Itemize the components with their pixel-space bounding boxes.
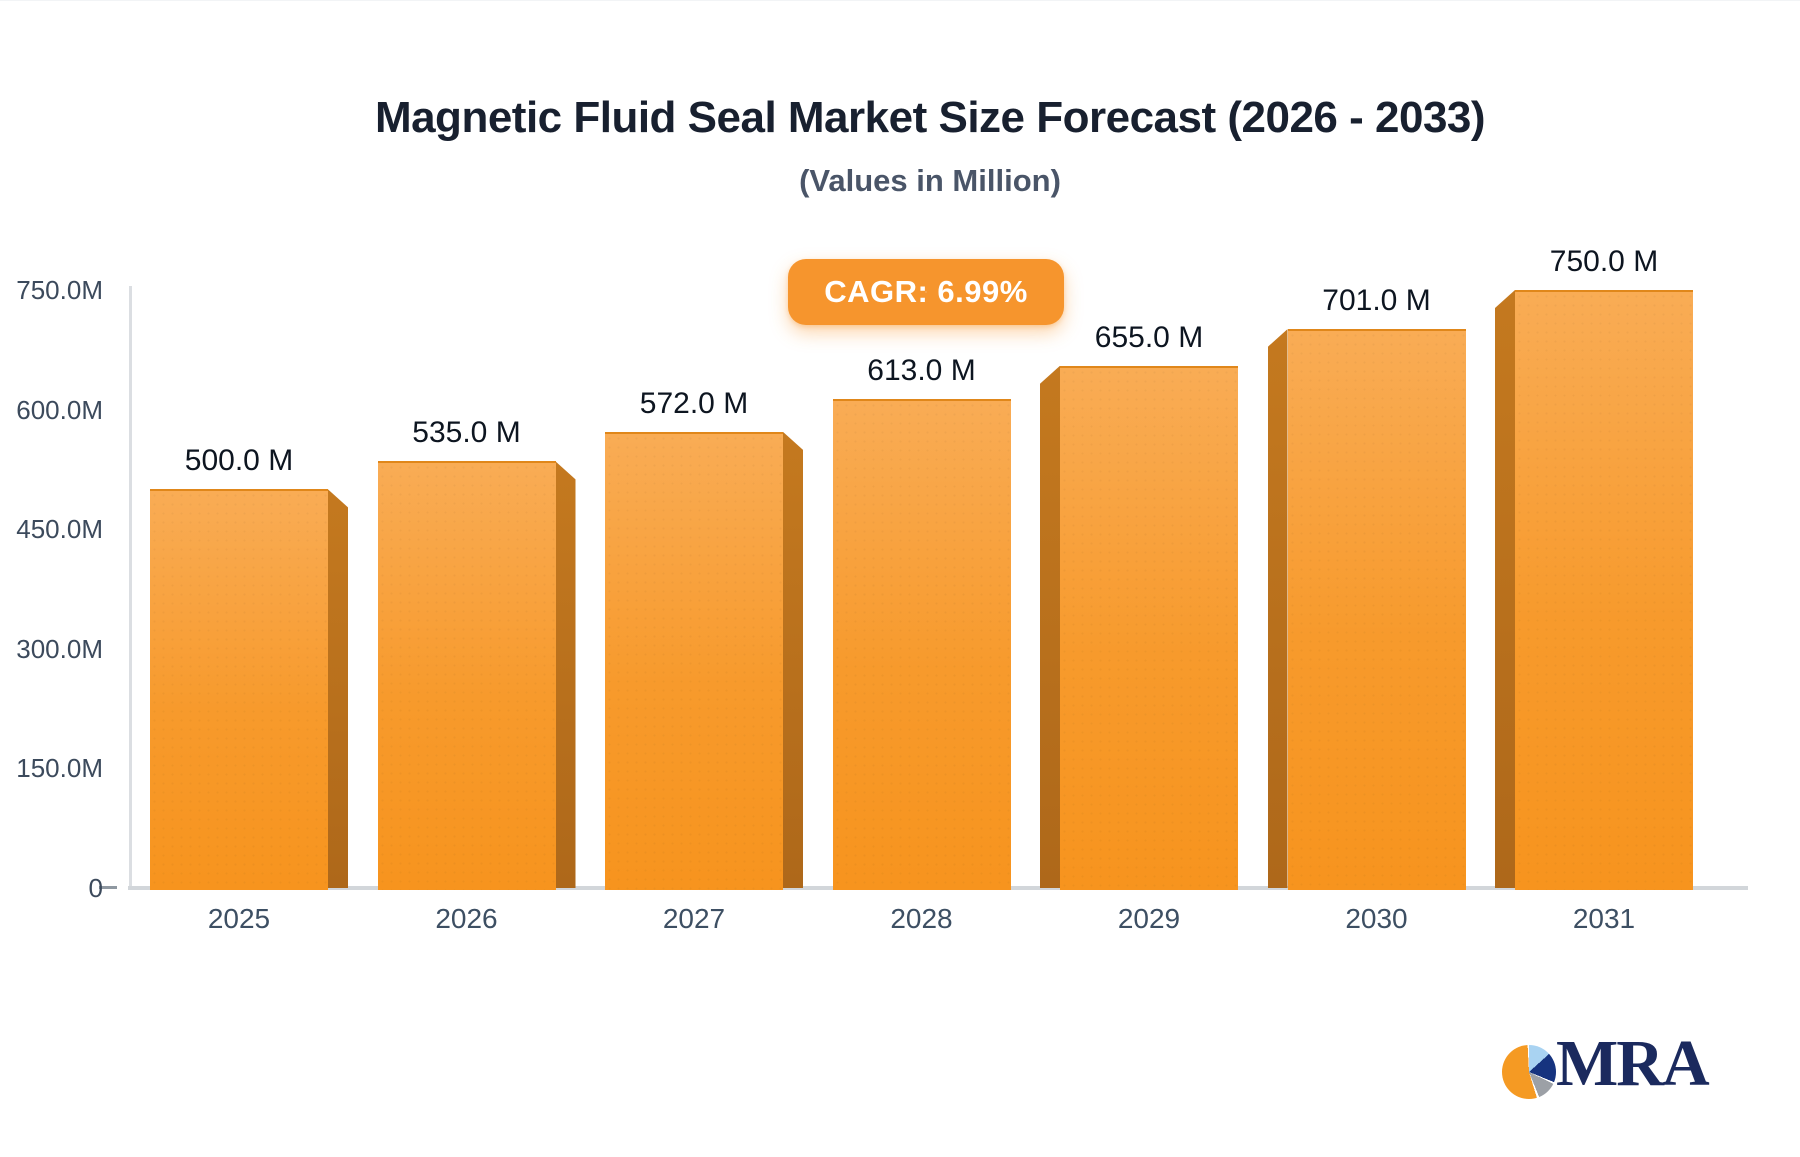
x-axis-label: 2026 — [435, 903, 498, 934]
bar-value-label: 750.0 M — [1549, 245, 1659, 278]
cagr-badge: CAGR: 6.99% — [788, 259, 1064, 325]
bar — [605, 431, 783, 890]
bar — [832, 399, 1011, 890]
zero-tick-mark — [99, 886, 117, 889]
x-axis-label: 2025 — [207, 903, 271, 934]
bar-3d-side — [783, 431, 803, 888]
bar-3d-side — [1495, 290, 1515, 888]
bar-value-label: 572.0 M — [639, 386, 749, 420]
cagr-badge-label: CAGR: 6.99% — [824, 274, 1028, 309]
bar-3d-side — [1040, 365, 1060, 888]
y-axis-label: 600.0M — [16, 394, 103, 425]
bar — [150, 489, 328, 890]
bar-3d-side — [555, 461, 576, 888]
y-axis-label: 450.0M — [16, 514, 103, 545]
bar — [1060, 365, 1238, 890]
bar-3d-side — [328, 489, 348, 888]
bar — [1287, 329, 1466, 890]
logo-text: MRA — [1556, 1027, 1710, 1100]
bar-value-label: 500.0 M — [184, 444, 294, 478]
x-axis-label: 2028 — [890, 903, 953, 934]
y-axis-label: 300.0M — [16, 633, 103, 664]
chart-subtitle: (Values in Million) — [799, 163, 1061, 198]
y-axis-label: 150.0M — [16, 753, 103, 784]
pie-chart-logo-icon — [1502, 1045, 1556, 1099]
y-axis-line — [129, 286, 132, 890]
bar-3d-side — [1267, 329, 1288, 888]
x-axis-label: 2030 — [1345, 903, 1408, 934]
bar-value-label: 701.0 M — [1322, 284, 1431, 318]
x-axis-label: 2031 — [1572, 903, 1636, 934]
x-axis-label: 2029 — [1117, 903, 1181, 934]
bar — [1515, 290, 1693, 890]
bar — [377, 461, 556, 890]
x-axis-label: 2027 — [662, 903, 726, 934]
bar-value-label: 613.0 M — [867, 354, 976, 388]
y-axis-label: 0 — [88, 873, 103, 903]
bar-value-label: 535.0 M — [412, 416, 521, 450]
y-axis-label: 750.0M — [16, 275, 103, 305]
bar-value-label: 655.0 M — [1094, 320, 1204, 354]
chart-title: Magnetic Fluid Seal Market Size Forecast… — [374, 93, 1486, 142]
